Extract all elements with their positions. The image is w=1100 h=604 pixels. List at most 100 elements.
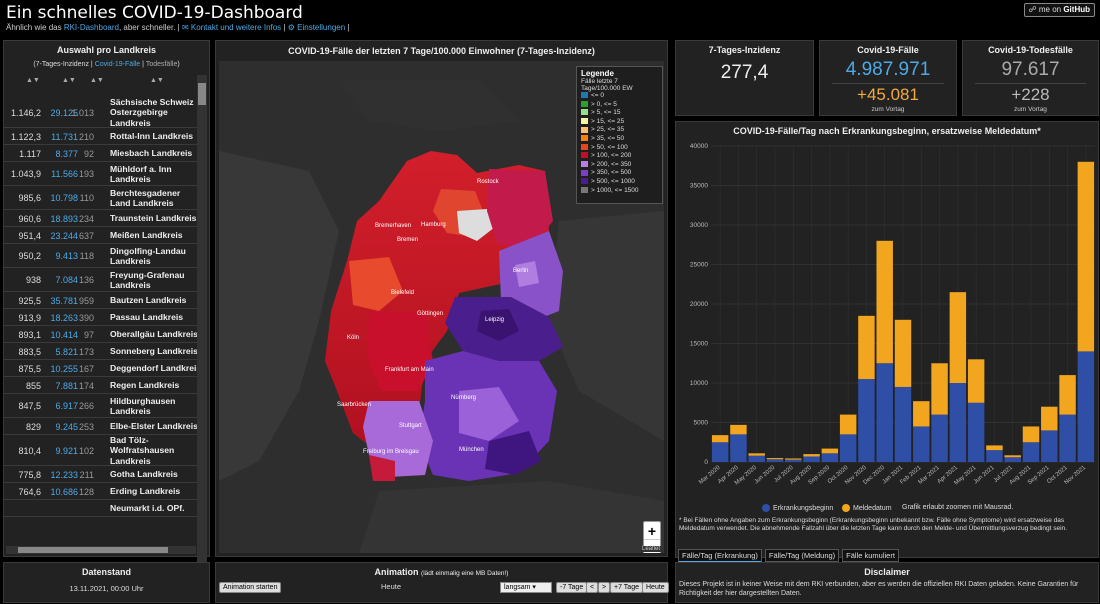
table-row[interactable]: 893,1 10.414 97 Oberallgäu Landkreis [4,326,201,343]
cell-a: 950,2 [18,251,41,261]
table-row[interactable]: 810,4 9.921 102 Bad Tölz- Wolfratshausen La… [4,435,201,466]
next-day-button[interactable]: > [598,582,611,593]
table-row[interactable]: 938 7.084 136 Freyung-Grafenau Landkreis [4,268,201,292]
tode-card: Covid-19-Todesfälle 97.617 +228 zum Vort… [962,40,1099,116]
legend-label: > 0, <= 5 [591,100,617,108]
tab-meldung[interactable]: Fälle/Tag (Meldung) [764,549,840,562]
github-button[interactable]: ☍ me on GitHub [1023,3,1095,17]
table-row[interactable]: 875,5 10.255 167 Deggendorf Landkreis [4,360,201,377]
legend-label: > 35, <= 50 [591,134,625,142]
prev-day-button[interactable]: < [586,582,599,593]
y-tick-label: 5000 [694,420,709,427]
landkreis-name[interactable]: Gotha Landkreis [110,469,178,480]
sort-icon-inzidenz[interactable]: ▲▼ [26,77,40,84]
table-row[interactable]: Neumarkt i.d. OPf. [4,500,201,517]
landkreis-name[interactable]: Rottal-Inn Landkreis [110,131,194,142]
toggle-inzidenz[interactable]: 7-Tages-Inzidenz [35,61,89,68]
landkreis-name[interactable]: Meißen Landkreis [110,230,183,241]
landkreis-name[interactable]: Mühldorf a. Inn Landkreis [110,163,172,185]
legend-item: > 50, <= 100 [581,144,658,153]
leaflet-attribution[interactable]: Leaflet [639,546,662,552]
landkreis-name[interactable]: Bad Tölz- Wolfratshausen Landkreis [110,434,175,466]
bar-meldedatum [894,319,912,387]
kontakt-link[interactable]: Kontakt und weitere Infos [190,23,282,32]
legend-swatch [581,100,588,107]
bar-meldedatum [1041,406,1058,431]
germany-map[interactable]: Rostock Bremerhaven Hamburg Bremen Berli… [219,61,664,553]
tab-kumuliert[interactable]: Fälle kumuliert [842,549,899,562]
faelle-value: 4.987.971 [845,59,931,80]
legend-item: > 100, <= 200 [581,152,658,161]
landkreis-name[interactable]: Neumarkt i.d. OPf. [110,503,185,514]
cell-c: 210 [78,131,94,142]
bar-erkrankungsbeginn [1077,351,1095,462]
minus-7-button[interactable]: -7 Tage [556,582,588,593]
vertical-scrollbar[interactable] [197,75,207,583]
horizontal-scrollbar[interactable] [6,546,196,554]
table-row[interactable]: 925,5 35.781 959 Bautzen Landkreis [4,292,201,309]
table-row[interactable]: 985,6 10.798 110 Berchtesgadener Land Landk… [4,186,201,210]
landkreis-name[interactable]: Passau Landkreis [110,312,184,323]
table-row[interactable]: 1.146,2 29.125 1.013 Sächsische Schweiz Ost… [4,97,201,128]
landkreis-name[interactable]: Regen Landkreis [110,380,180,391]
toggle-todesfaelle[interactable]: Todesfälle [145,61,178,68]
landkreis-name[interactable]: Oberallgäu Landkreis [110,329,198,340]
table-row[interactable]: 775,8 12.233 211 Gotha Landkreis [4,466,201,483]
einstellungen-link[interactable]: Einstellungen [297,23,346,32]
legend-item: > 35, <= 50 [581,135,658,144]
cell-c: 110 [79,193,94,203]
table-row[interactable]: 951,4 23.244 637 Meißen Landkreis [4,227,201,244]
sort-icon-faelle[interactable]: ▲▼ [62,77,76,84]
cell-c: 1.013 [71,107,94,118]
legend-erkrankung[interactable]: Erkrankungsbeginn [762,504,833,512]
cases-chart[interactable]: 0 5000 10000 15000 20000 25000 30000 35000 40000… [677,140,1099,500]
legend-item: <= 0 [581,92,658,101]
rki-dashboard-link[interactable]: RKI-Dashboard [63,23,119,32]
table-row[interactable]: 847,5 6.917 266 Hildburghausen Landkreis [4,394,201,418]
landkreis-name[interactable]: Miesbach Landkreis [110,148,193,159]
landkreis-name[interactable]: Berchtesgadener Land Landkreis [110,187,181,209]
zoom-in-button[interactable]: + [644,522,660,540]
landkreis-name[interactable]: Erding Landkreis [110,486,181,497]
map-canvas[interactable]: Rostock Bremerhaven Hamburg Bremen Berli… [219,61,664,553]
today-button[interactable]: Heute [642,582,669,593]
legend-label: <= 0 [591,92,605,99]
table-row[interactable]: 913,9 18.263 390 Passau Landkreis [4,309,201,326]
landkreis-name[interactable]: Dingolfing-Landau Landkreis [110,245,186,267]
bar-meldedatum [748,453,765,456]
plus-7-button[interactable]: +7 Tage [610,582,643,593]
bar-meldedatum [986,445,1003,451]
landkreis-name[interactable]: Elbe-Elster Landkreis [110,421,198,432]
svg-text:Göttingen: Göttingen [417,311,443,317]
table-row[interactable]: 950,2 9.413 118 Dingolfing-Landau Landkreis [4,244,201,268]
svg-text:Hamburg: Hamburg [421,222,446,228]
table-row[interactable]: 883,5 5.821 173 Sonneberg Landkreis [4,343,201,360]
toggle-faelle[interactable]: Covid-19-Fälle [94,61,141,68]
table-row[interactable]: 829 9.245 253 Elbe-Elster Landkreis [4,418,201,435]
table-row[interactable]: 1.043,9 11.566 193 Mühldorf a. Inn Landkrei… [4,162,201,186]
sort-icon-name[interactable]: ▲▼ [150,77,164,84]
bar-meldedatum [839,414,857,435]
landkreis-name[interactable]: Traunstein Landkreis [110,213,197,224]
cell-c: 174 [78,380,94,391]
legend-meldedatum[interactable]: Meldedatum [842,504,892,512]
landkreis-name[interactable]: Sächsische Schweiz Osterzgebirge Landkre… [110,97,194,128]
disclaimer-title: Disclaimer [864,567,910,577]
landkreis-name[interactable]: Bautzen Landkreis [110,295,187,306]
table-row[interactable]: 764,6 10.686 128 Erding Landkreis [4,483,201,500]
tode-vortag: zum Vortag [1014,106,1047,113]
table-row[interactable]: 1.117 8.377 92 Miesbach Landkreis [4,145,201,162]
landkreis-name[interactable]: Freyung-Grafenau Landkreis [110,269,185,291]
tab-erkrankung[interactable]: Fälle/Tag (Erkrankung) [678,549,762,563]
landkreis-name[interactable]: Deggendorf Landkreis [110,363,201,374]
animation-start-button[interactable]: Animation starten [219,582,282,593]
landkreis-name[interactable]: Sonneberg Landkreis [110,346,198,357]
table-row[interactable]: 855 7.881 174 Regen Landkreis [4,377,201,394]
speed-select[interactable]: langsam ▾ [500,582,552,593]
table-row[interactable]: 960,6 18.893 234 Traunstein Landkreis [4,210,201,227]
table-row[interactable]: 1.122,3 11.731 210 Rottal-Inn Landkreis [4,128,201,145]
animation-date-label: Heute [381,582,402,591]
bar-meldedatum [803,454,820,457]
landkreis-name[interactable]: Hildburghausen Landkreis [110,395,176,417]
sort-icon-tode[interactable]: ▲▼ [90,77,104,84]
